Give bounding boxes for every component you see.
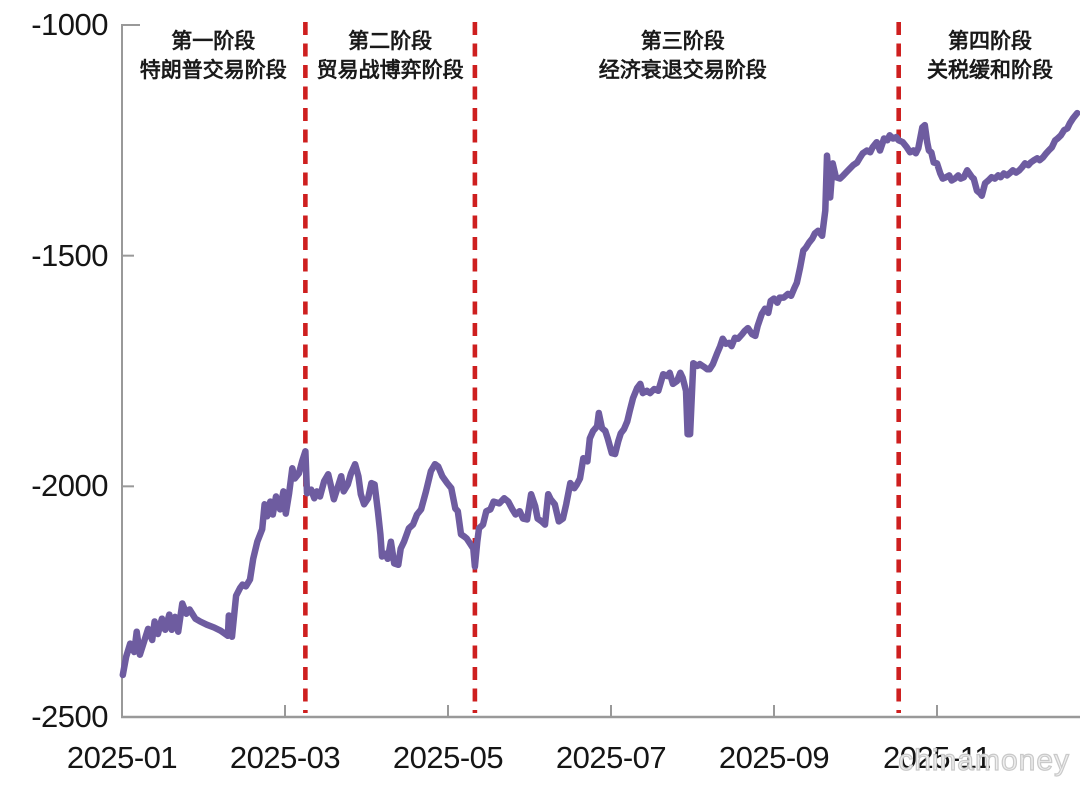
y-axis-tick-label: -2000	[31, 468, 108, 504]
axis-spines	[121, 24, 1080, 719]
phase-subtitle: 经济衰退交易阶段	[598, 57, 767, 82]
data-series-line	[119, 109, 1080, 679]
phase-title: 第三阶段	[640, 28, 725, 53]
phase-title: 第二阶段	[348, 28, 433, 53]
phase-divider-lines	[303, 22, 901, 713]
x-axis-tick-label: 2025-05	[392, 740, 504, 775]
phase-annotation: 第三阶段经济衰退交易阶段	[599, 26, 767, 84]
x-axis-tick-label: 2025-01	[66, 740, 178, 775]
axis-ticks	[121, 24, 938, 718]
phase-annotation: 第一阶段特朗普交易阶段	[140, 26, 287, 84]
y-axis-tick-label: -2500	[31, 699, 108, 734]
y-axis-tick-label: -1500	[31, 237, 108, 273]
phase-annotation: 第二阶段贸易战博弈阶段	[317, 26, 464, 84]
phase-subtitle: 关税缓和阶段	[926, 57, 1053, 82]
phase-subtitle: 特朗普交易阶段	[139, 57, 287, 82]
phase-title: 第一阶段	[171, 28, 256, 53]
phase-title: 第四阶段	[947, 28, 1032, 53]
watermark-text: chinamoney	[898, 743, 1070, 777]
x-axis-tick-label: 2025-09	[718, 740, 830, 775]
phase-annotation: 第四阶段关税缓和阶段	[927, 26, 1053, 84]
x-axis-tick-label: 2025-03	[229, 740, 341, 775]
y-axis-tick-label: -1000	[31, 7, 108, 42]
x-axis-tick-label: 2025-07	[555, 740, 667, 775]
x-axis-tick-label: 2025-11	[883, 740, 991, 775]
phase-subtitle: 贸易战博弈阶段	[316, 57, 464, 82]
